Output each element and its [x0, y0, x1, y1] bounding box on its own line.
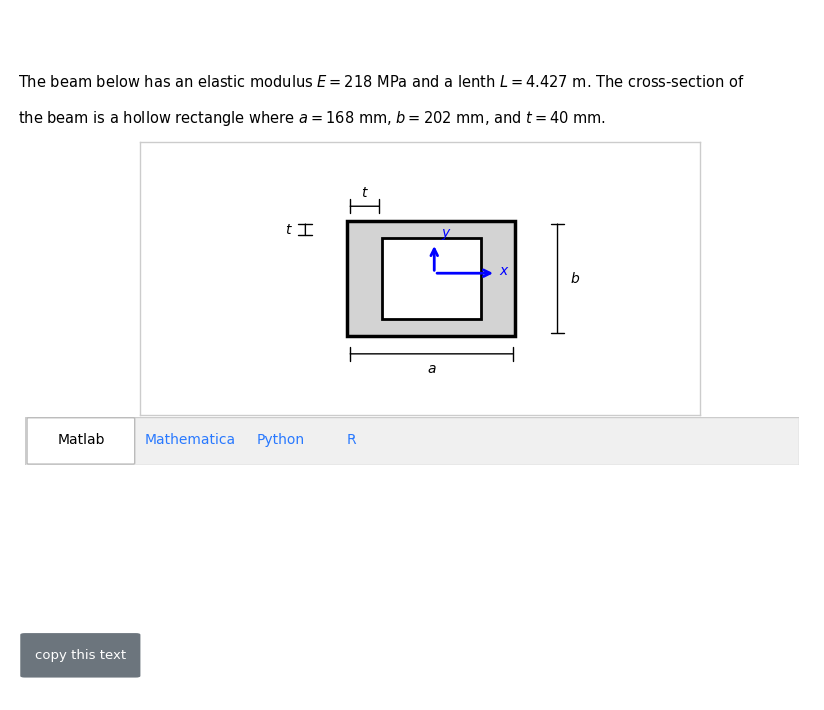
- Text: E = 218; % MPa: E = 218; % MPa: [44, 481, 166, 497]
- Text: Python: Python: [257, 433, 305, 447]
- Text: the beam is a hollow rectangle where $a = 168$ mm, $b = 202$ mm, and $t = 40$ mm: the beam is a hollow rectangle where $a …: [18, 109, 606, 128]
- Text: L = 4.427; % m: L = 4.427; % m: [44, 508, 166, 523]
- Text: Mathematica: Mathematica: [145, 433, 236, 447]
- Text: b = 202; % mm: b = 202; % mm: [44, 589, 158, 603]
- Text: R: R: [346, 433, 356, 447]
- Text: Matlab: Matlab: [57, 433, 105, 447]
- Text: $b$: $b$: [570, 271, 580, 286]
- Text: HW13.4. Buckling hollow rectangle critical load: HW13.4. Buckling hollow rectangle critic…: [12, 20, 491, 38]
- Text: t = 40; % mm: t = 40; % mm: [44, 535, 149, 550]
- FancyBboxPatch shape: [27, 417, 134, 464]
- Text: a = 168; % mm: a = 168; % mm: [44, 562, 158, 577]
- Text: The beam below has an elastic modulus $E = 218$ MPa and a lenth $L = 4.427$ m. T: The beam below has an elastic modulus $E…: [18, 74, 745, 89]
- Bar: [348, 222, 516, 336]
- Text: $t$: $t$: [285, 223, 293, 236]
- Bar: [382, 239, 480, 319]
- Text: $y$: $y$: [441, 226, 452, 242]
- Text: $a$: $a$: [427, 361, 436, 376]
- Text: $x$: $x$: [499, 264, 509, 278]
- Text: copy this text: copy this text: [35, 649, 126, 662]
- Text: $t$: $t$: [361, 186, 368, 200]
- FancyBboxPatch shape: [21, 633, 140, 677]
